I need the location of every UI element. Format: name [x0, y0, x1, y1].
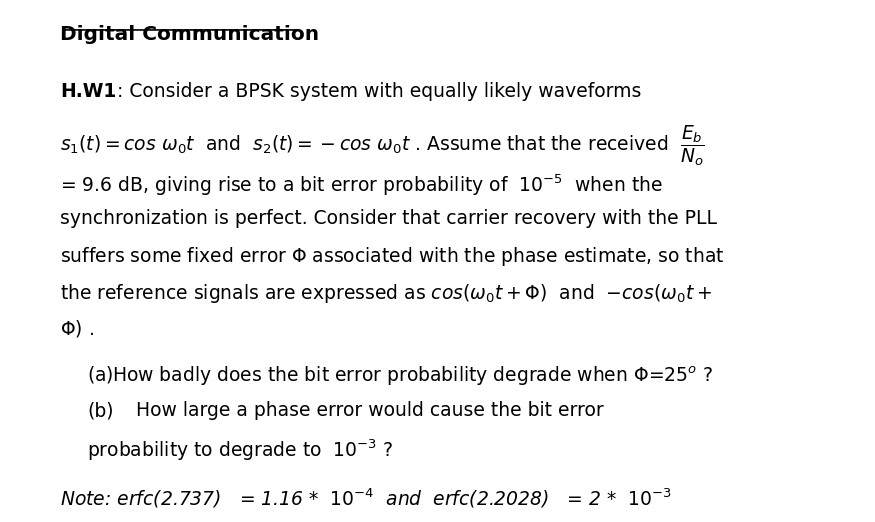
- Text: Note: $erfc$(2.737)   = 1.16 $*$  $10^{-4}$  and  $erfc$(2.2028)   = 2 $*$  $10^: Note: $erfc$(2.737) = 1.16 $*$ $10^{-4}$…: [60, 487, 672, 511]
- Text: the reference signals are expressed as $cos(\omega_0 t + \Phi)$  and  $-cos(\ome: the reference signals are expressed as $…: [60, 282, 712, 305]
- Text: (a)How badly does the bit error probability degrade when $\Phi$=25$^o$ ?: (a)How badly does the bit error probabil…: [87, 365, 713, 388]
- Text: : Consider a BPSK system with equally likely waveforms: : Consider a BPSK system with equally li…: [117, 82, 641, 101]
- Text: $\Phi)$ .: $\Phi)$ .: [60, 318, 94, 339]
- Text: How large a phase error would cause the bit error: How large a phase error would cause the …: [136, 401, 603, 420]
- Text: (b): (b): [87, 401, 114, 420]
- Text: suffers some fixed error $\Phi$ associated with the phase estimate, so that: suffers some fixed error $\Phi$ associat…: [60, 245, 724, 268]
- Text: synchronization is perfect. Consider that carrier recovery with the PLL: synchronization is perfect. Consider tha…: [60, 209, 717, 228]
- Text: probability to degrade to  $10^{-3}$ ?: probability to degrade to $10^{-3}$ ?: [87, 437, 394, 463]
- Text: Digital Communication: Digital Communication: [60, 25, 319, 44]
- Text: = 9.6 dB, giving rise to a bit error probability of  $10^{-5}$  when the: = 9.6 dB, giving rise to a bit error pro…: [60, 173, 663, 198]
- Text: $s_1(t) = cos\ \omega_0 t$  and  $s_2(t) = -cos\ \omega_0 t$ . Assume that the r: $s_1(t) = cos\ \omega_0 t$ and $s_2(t) =…: [60, 123, 704, 168]
- Text: H.W1: H.W1: [60, 82, 116, 101]
